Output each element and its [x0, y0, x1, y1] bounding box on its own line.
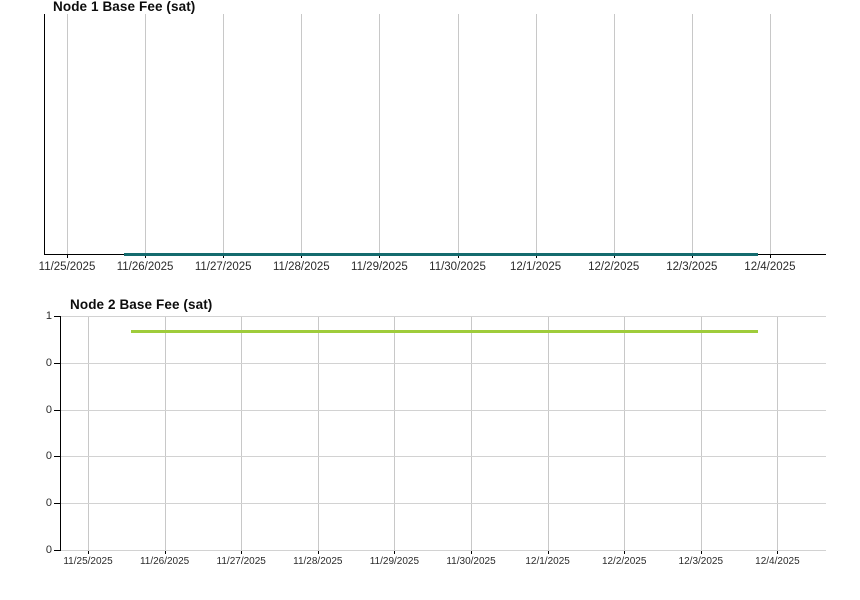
- gridline-v-node1: [613, 14, 615, 254]
- x-tick-label-node1: 12/3/2025: [666, 261, 718, 273]
- x-tick-label-node1: 11/29/2025: [351, 261, 408, 273]
- gridline-v-node2: [394, 316, 396, 550]
- chart-title-node1: Node 1 Base Fee (sat): [53, 0, 196, 14]
- x-tick-mark-node2: [624, 550, 626, 554]
- x-tick-label-node2: 12/4/2025: [755, 556, 800, 567]
- gridline-h-node2: [61, 503, 826, 505]
- x-tick-mark-node2: [317, 550, 319, 554]
- y-tick-label-node2: 0: [45, 450, 52, 463]
- x-tick-label-node2: 11/25/2025: [63, 556, 113, 567]
- x-tick-mark-node2: [394, 550, 396, 554]
- gridline-h-node2: [61, 362, 826, 364]
- gridline-v-node1: [457, 14, 459, 254]
- x-tick-mark-node1: [457, 254, 459, 258]
- y-tick-mark-node2: [54, 316, 60, 317]
- series-line-node1: [124, 253, 758, 256]
- x-tick-mark-node1: [769, 254, 771, 258]
- y-tick-label-node2: 0: [45, 356, 52, 369]
- x-tick-mark-node2: [547, 550, 549, 554]
- y-axis-node2: [60, 316, 61, 550]
- y-tick-label-node2: 1: [45, 310, 52, 322]
- gridline-v-node2: [547, 316, 549, 550]
- x-tick-mark-node1: [223, 254, 225, 258]
- gridline-v-node2: [624, 316, 626, 550]
- x-tick-label-node1: 12/4/2025: [744, 261, 796, 273]
- x-tick-label-node2: 12/3/2025: [678, 556, 724, 567]
- x-tick-label-node2: 11/26/2025: [139, 556, 190, 567]
- gridline-v-node1: [67, 14, 68, 254]
- x-tick-mark-node1: [613, 254, 615, 258]
- y-tick-mark-node2: [54, 456, 60, 458]
- x-tick-mark-node2: [88, 550, 89, 554]
- x-tick-label-node1: 11/30/2025: [429, 261, 486, 273]
- x-tick-label-node2: 11/27/2025: [216, 556, 266, 567]
- x-tick-label-node2: 11/28/2025: [293, 556, 343, 567]
- gridline-v-node1: [301, 14, 303, 254]
- gridline-v-node2: [317, 316, 319, 550]
- chart-panel-node2: Node 2 Base Fee (sat) 1 0 0 0 0 0 11/25/2025 1…: [0, 295, 860, 600]
- x-tick-label-node2: 11/29/2025: [369, 556, 420, 567]
- y-tick-label-node2: 0: [45, 497, 52, 510]
- x-tick-mark-node2: [241, 550, 243, 554]
- x-tick-label-node2: 11/30/2025: [446, 556, 496, 567]
- y-tick-mark-node2: [54, 362, 60, 364]
- gridline-v-node2: [700, 316, 702, 550]
- gridline-v-node2: [777, 316, 779, 550]
- gridline-v-node1: [223, 14, 225, 254]
- y-tick-label-node2: 0: [45, 544, 52, 556]
- x-tick-label-node2: 12/2/2025: [601, 556, 647, 567]
- x-tick-mark-node2: [164, 550, 166, 554]
- gridline-h-node2: [61, 409, 826, 411]
- gridline-v-node2: [88, 316, 89, 550]
- y-axis-node1: [44, 14, 45, 254]
- y-tick-mark-node2: [54, 409, 60, 411]
- x-tick-label-node1: 11/26/2025: [116, 261, 174, 273]
- y-tick-mark-node2: [54, 503, 60, 505]
- x-tick-mark-node1: [535, 254, 537, 258]
- x-tick-mark-node1: [67, 254, 68, 258]
- x-tick-label-node1: 11/27/2025: [194, 261, 252, 273]
- x-tick-mark-node1: [691, 254, 693, 258]
- x-tick-mark-node1: [379, 254, 381, 258]
- x-tick-mark-node2: [700, 550, 702, 554]
- x-tick-label-node1: 12/2/2025: [588, 261, 640, 273]
- y-tick-mark-node2: [54, 550, 60, 551]
- x-tick-label-node2: 12/1/2025: [525, 556, 570, 567]
- gridline-h-node2: [61, 550, 826, 551]
- gridline-v-node1: [145, 14, 147, 254]
- series-line-node2: [131, 330, 758, 333]
- chart-panel-node1: Node 1 Base Fee (sat) 11/25/2025 11/26/20…: [0, 0, 860, 290]
- x-tick-label-node1: 11/25/2025: [38, 261, 96, 273]
- gridline-v-node2: [471, 316, 472, 550]
- gridline-h-node2: [61, 456, 826, 458]
- gridline-v-node1: [535, 14, 537, 254]
- gridline-v-node1: [379, 14, 381, 254]
- y-tick-label-node2: 0: [45, 403, 52, 416]
- x-tick-mark-node2: [471, 550, 472, 554]
- gridline-v-node2: [164, 316, 166, 550]
- gridline-v-node2: [241, 316, 243, 550]
- x-tick-mark-node1: [301, 254, 303, 258]
- x-tick-mark-node1: [145, 254, 147, 258]
- chart-title-node2: Node 2 Base Fee (sat): [70, 297, 213, 312]
- x-tick-label-node1: 11/28/2025: [272, 261, 330, 273]
- x-tick-label-node1: 12/1/2025: [510, 261, 562, 273]
- x-tick-mark-node2: [777, 550, 779, 554]
- gridline-v-node1: [691, 14, 693, 254]
- gridline-v-node1: [769, 14, 771, 254]
- gridline-h-node2: [61, 316, 826, 317]
